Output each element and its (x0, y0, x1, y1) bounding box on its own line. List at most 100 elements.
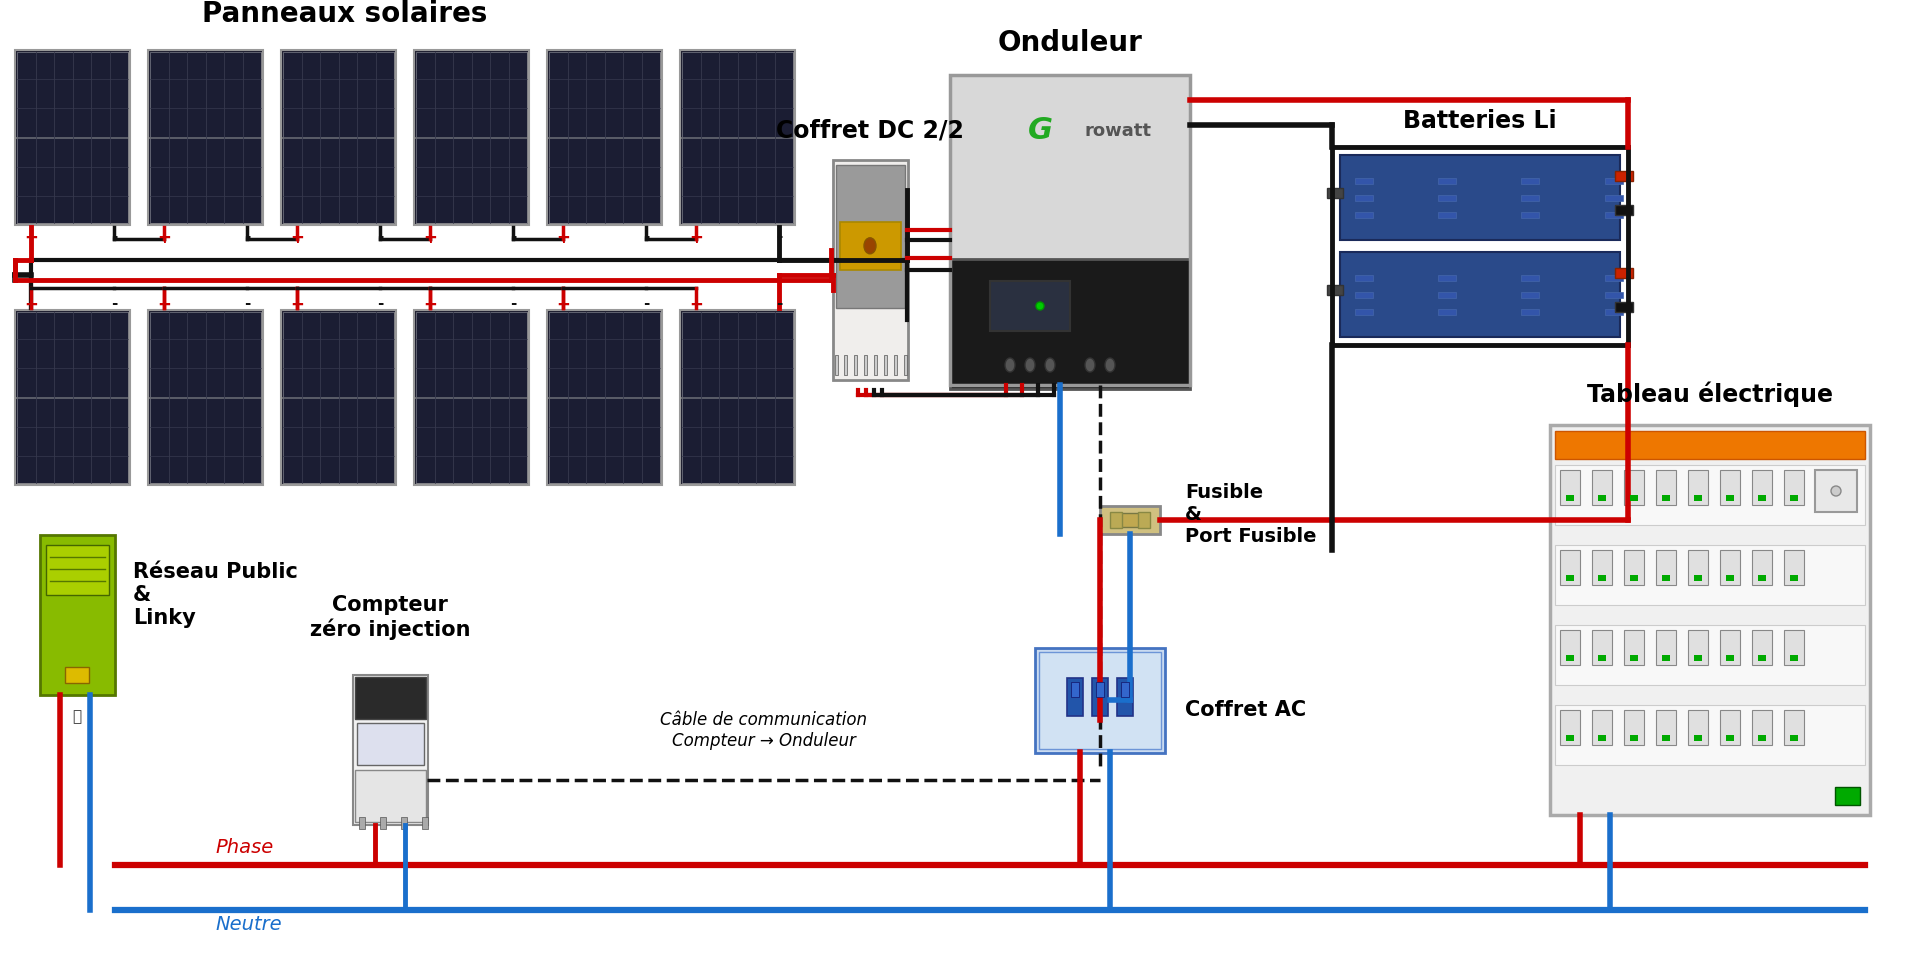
Text: Phase: Phase (215, 838, 273, 857)
Bar (150, 52, 261, 223)
Bar (46, 545, 109, 595)
Bar (1356, 177, 1373, 183)
Bar (1759, 655, 1766, 661)
Bar (1655, 710, 1676, 745)
Bar (835, 165, 904, 308)
Text: rowatt: rowatt (1085, 121, 1152, 140)
Bar (904, 355, 906, 375)
Bar (1555, 545, 1864, 605)
Bar (1521, 211, 1540, 218)
Text: +: + (290, 296, 303, 314)
Bar (353, 675, 428, 825)
Bar (65, 667, 88, 683)
Bar (1100, 506, 1160, 534)
Bar (1438, 291, 1455, 298)
Text: Batteries Li: Batteries Li (1404, 109, 1557, 133)
Text: +: + (689, 296, 703, 314)
Bar (1663, 495, 1670, 501)
Bar (1688, 630, 1709, 665)
Text: Câble de communication
Compteur → Onduleur: Câble de communication Compteur → Ondule… (660, 711, 868, 750)
Bar (15, 310, 131, 485)
Bar (17, 312, 129, 483)
Bar (864, 355, 868, 375)
Bar (1605, 177, 1622, 183)
Text: -: - (643, 229, 649, 244)
Bar (1605, 291, 1622, 298)
Bar (1549, 425, 1870, 815)
Bar (1726, 655, 1734, 661)
Ellipse shape (1044, 358, 1054, 372)
Bar (1784, 550, 1805, 585)
Text: ⏚: ⏚ (73, 709, 81, 724)
Bar (1068, 678, 1083, 716)
Bar (401, 817, 407, 829)
Bar (282, 52, 394, 223)
Bar (1327, 188, 1342, 199)
Bar (1567, 495, 1574, 501)
Bar (1340, 155, 1620, 240)
Bar (417, 312, 526, 483)
Bar (1438, 308, 1455, 314)
Bar (1096, 682, 1104, 697)
Bar (1605, 275, 1622, 281)
Bar (1784, 710, 1805, 745)
Bar (682, 52, 793, 223)
Text: Onduleur: Onduleur (998, 29, 1142, 57)
Bar (1759, 575, 1766, 581)
Bar (148, 50, 263, 225)
Bar (1688, 550, 1709, 585)
Bar (17, 52, 129, 223)
Bar (1726, 575, 1734, 581)
Bar (422, 817, 428, 829)
Bar (1555, 431, 1864, 459)
Bar (1720, 630, 1740, 665)
Text: Coffret AC: Coffret AC (1185, 700, 1306, 720)
Text: +: + (557, 296, 570, 314)
Bar (15, 50, 131, 225)
Bar (1720, 470, 1740, 505)
Bar (1693, 735, 1701, 741)
Text: -: - (111, 229, 117, 244)
Bar (1605, 211, 1622, 218)
Bar (280, 50, 396, 225)
Bar (1836, 787, 1860, 805)
Bar (1605, 308, 1622, 314)
Bar (1559, 550, 1580, 585)
Bar (1567, 655, 1574, 661)
Bar (1655, 550, 1676, 585)
Bar (950, 259, 1190, 389)
Text: -: - (776, 229, 781, 244)
Bar (282, 52, 394, 223)
Bar (1438, 275, 1455, 281)
Bar (355, 769, 426, 822)
Bar (1597, 495, 1605, 501)
Bar (1356, 211, 1373, 218)
Bar (1567, 735, 1574, 741)
Bar (1356, 308, 1373, 314)
Bar (1597, 575, 1605, 581)
Bar (359, 817, 365, 829)
Text: -: - (511, 296, 516, 311)
Bar (1693, 655, 1701, 661)
Bar (1340, 252, 1620, 337)
Bar (1630, 495, 1638, 501)
Bar (17, 52, 129, 223)
Text: +: + (422, 229, 438, 247)
Bar (1789, 495, 1797, 501)
Bar (1438, 211, 1455, 218)
Bar (415, 310, 530, 485)
Text: +: + (290, 229, 303, 247)
Bar (1663, 735, 1670, 741)
Bar (1592, 710, 1613, 745)
Text: +: + (25, 229, 38, 247)
Bar (1438, 195, 1455, 201)
Bar (1139, 512, 1150, 528)
Text: Réseau Public
&
Linky: Réseau Public & Linky (132, 562, 298, 629)
Bar (417, 52, 526, 223)
Text: +: + (422, 296, 438, 314)
Text: -: - (511, 229, 516, 244)
Bar (417, 312, 526, 483)
Ellipse shape (1037, 302, 1044, 310)
Bar (950, 75, 1190, 385)
Bar (1624, 470, 1644, 505)
